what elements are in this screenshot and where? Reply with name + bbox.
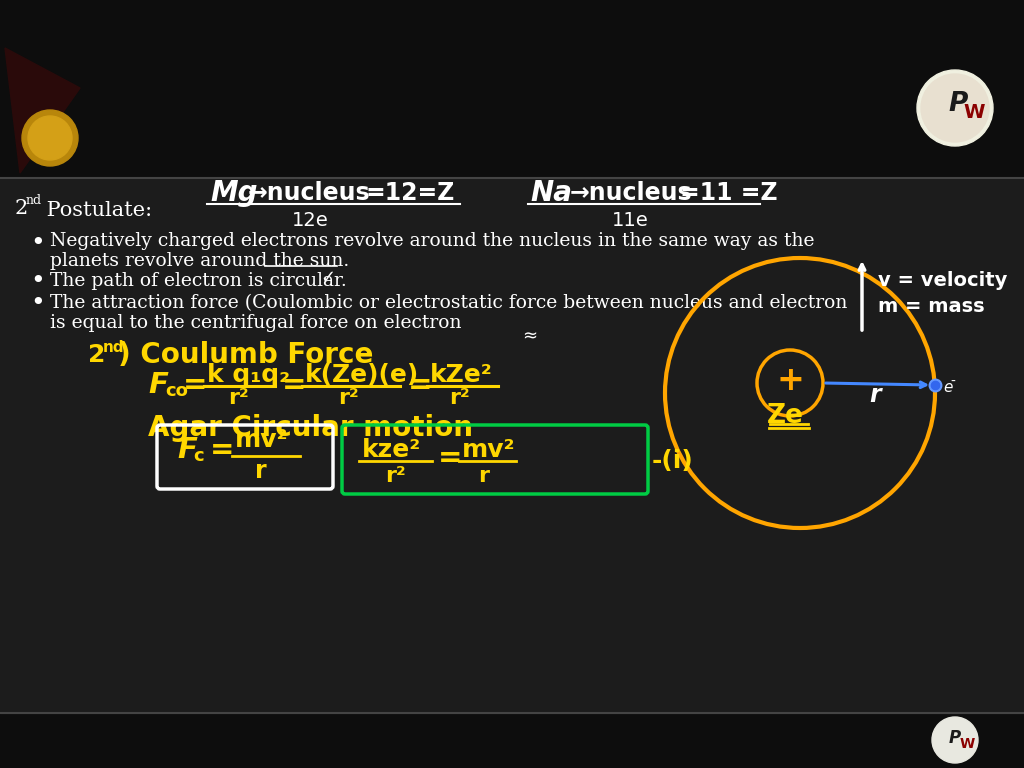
Text: planets revolve around the sun.: planets revolve around the sun. xyxy=(50,252,349,270)
Text: =: = xyxy=(438,444,463,472)
Text: r²: r² xyxy=(228,388,249,408)
Text: mv²: mv² xyxy=(234,428,289,452)
Text: Agar Circular motion: Agar Circular motion xyxy=(148,414,473,442)
Text: =: = xyxy=(210,436,234,464)
Text: Postulate:: Postulate: xyxy=(40,200,153,220)
Circle shape xyxy=(28,116,72,160)
Text: ≈: ≈ xyxy=(522,327,538,345)
Text: r²: r² xyxy=(449,388,470,408)
Circle shape xyxy=(932,717,978,763)
Text: r: r xyxy=(255,459,266,483)
Text: 12e: 12e xyxy=(292,210,329,230)
Text: •: • xyxy=(30,269,45,293)
Text: Na: Na xyxy=(530,179,572,207)
Text: Ze: Ze xyxy=(767,403,804,429)
Text: P: P xyxy=(949,729,962,747)
Polygon shape xyxy=(5,48,80,173)
Text: co: co xyxy=(165,382,187,400)
Circle shape xyxy=(918,70,993,146)
Text: ) Coulumb Force: ) Coulumb Force xyxy=(118,341,374,369)
Text: k(Ze)(e): k(Ze)(e) xyxy=(305,363,419,387)
Circle shape xyxy=(921,74,989,142)
Text: kze²: kze² xyxy=(362,438,421,462)
Text: F: F xyxy=(148,371,168,399)
Text: r: r xyxy=(478,466,489,486)
Text: ✓: ✓ xyxy=(319,269,335,287)
Circle shape xyxy=(22,110,78,166)
Text: W: W xyxy=(963,102,984,121)
Text: mv²: mv² xyxy=(462,438,515,462)
Bar xyxy=(0,0,1024,178)
Text: The attraction force (Coulombic or electrostatic force between nucleus and elect: The attraction force (Coulombic or elect… xyxy=(50,294,848,312)
Text: Mg: Mg xyxy=(210,179,257,207)
Text: -(i): -(i) xyxy=(652,449,693,473)
Text: r: r xyxy=(869,383,881,407)
Text: r²: r² xyxy=(385,466,406,486)
Text: Negatively charged electrons revolve around the nucleus in the same way as the: Negatively charged electrons revolve aro… xyxy=(50,232,814,250)
Text: e: e xyxy=(943,380,952,396)
Text: F: F xyxy=(177,436,197,464)
Text: =: = xyxy=(183,371,208,399)
Text: =12=Z: =12=Z xyxy=(365,181,455,205)
Text: c: c xyxy=(193,447,204,465)
Text: =: = xyxy=(282,371,306,399)
Text: nd: nd xyxy=(26,194,42,207)
Text: =11 =Z: =11 =Z xyxy=(680,181,777,205)
Text: →nucleus: →nucleus xyxy=(248,181,371,205)
Text: 2: 2 xyxy=(88,343,105,367)
Text: is equal to the centrifugal force on electron: is equal to the centrifugal force on ele… xyxy=(50,314,462,332)
Text: kZe²: kZe² xyxy=(430,363,493,387)
Bar xyxy=(0,178,1024,713)
Bar xyxy=(0,713,1024,768)
Text: nd: nd xyxy=(103,339,125,355)
Text: →nucleus: →nucleus xyxy=(570,181,692,205)
Text: r²: r² xyxy=(338,388,358,408)
Text: k q₁q₂: k q₁q₂ xyxy=(207,363,290,387)
Text: v = velocity: v = velocity xyxy=(878,270,1008,290)
Text: +: + xyxy=(776,363,804,396)
Text: •: • xyxy=(30,231,45,255)
Text: m = mass: m = mass xyxy=(878,296,985,316)
Text: P: P xyxy=(948,91,968,117)
Text: W: W xyxy=(961,737,975,751)
Text: 11e: 11e xyxy=(611,210,648,230)
Text: The path of electron is circular.: The path of electron is circular. xyxy=(50,272,347,290)
Text: •: • xyxy=(30,291,45,315)
Text: =: = xyxy=(408,371,432,399)
Text: -: - xyxy=(950,375,954,389)
Text: 2: 2 xyxy=(15,198,29,217)
